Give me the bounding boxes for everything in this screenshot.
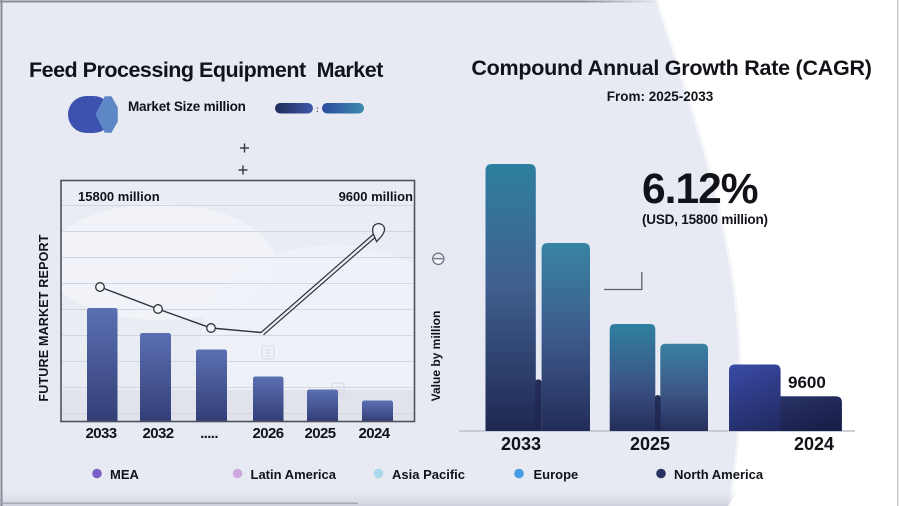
svg-text::: : (316, 105, 319, 114)
